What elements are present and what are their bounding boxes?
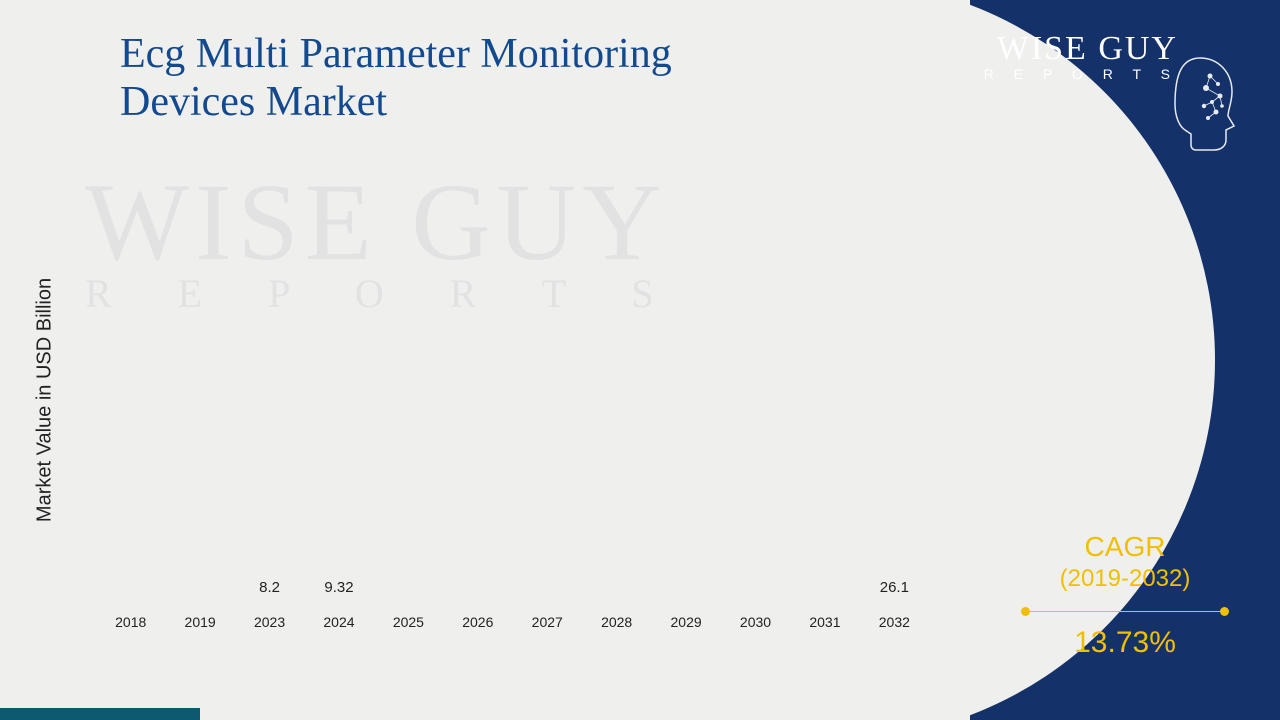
logo-sub-text: R E P O R T S bbox=[984, 66, 1178, 82]
cagr-title: CAGR bbox=[970, 531, 1280, 563]
x-tick-label: 2023 bbox=[243, 614, 296, 630]
logo-main-text: WISE GUY bbox=[984, 30, 1178, 68]
bar-value-label: 26.1 bbox=[880, 579, 909, 596]
x-tick-label: 2031 bbox=[798, 614, 851, 630]
page-title: Ecg Multi Parameter Monitoring Devices M… bbox=[120, 30, 780, 127]
bar-value-label: 8.2 bbox=[259, 579, 280, 596]
bottom-accent-bar bbox=[0, 708, 200, 720]
plot-area: 8.2 9.32 26.1 bbox=[100, 150, 925, 600]
cagr-years: (2019-2032) bbox=[970, 565, 1280, 593]
infographic-page: WISE GUY R E P O R T S Ecg Multi Paramet… bbox=[0, 0, 1280, 720]
divider-line bbox=[1025, 611, 1225, 612]
x-tick-label: 2026 bbox=[451, 614, 504, 630]
bar-chart: Market Value in USD Billion 8.29.3226.1 … bbox=[55, 140, 925, 660]
y-axis-label: Market Value in USD Billion bbox=[34, 278, 57, 522]
x-tick-label: 2025 bbox=[382, 614, 435, 630]
x-tick-label: 2029 bbox=[659, 614, 712, 630]
cagr-value: 13.73% bbox=[970, 626, 1280, 660]
bar-value-label: 9.32 bbox=[324, 579, 353, 596]
cagr-block: CAGR (2019-2032) 13.73% bbox=[970, 531, 1280, 660]
x-tick-label: 2030 bbox=[729, 614, 782, 630]
x-tick-label: 2018 bbox=[104, 614, 157, 630]
x-ticks: 2018 2019 2023 2024 2025 2026 2027 2028 2029 2030… bbox=[100, 614, 925, 630]
brand-logo: WISE GUY R E P O R T S bbox=[984, 30, 1258, 82]
x-tick-label: 2032 bbox=[868, 614, 921, 630]
x-tick-label: 2027 bbox=[521, 614, 574, 630]
x-tick-label: 2024 bbox=[312, 614, 365, 630]
bars-container: 8.2 9.32 26.1 bbox=[100, 150, 925, 600]
x-tick-label: 2019 bbox=[173, 614, 226, 630]
x-tick-label: 2028 bbox=[590, 614, 643, 630]
